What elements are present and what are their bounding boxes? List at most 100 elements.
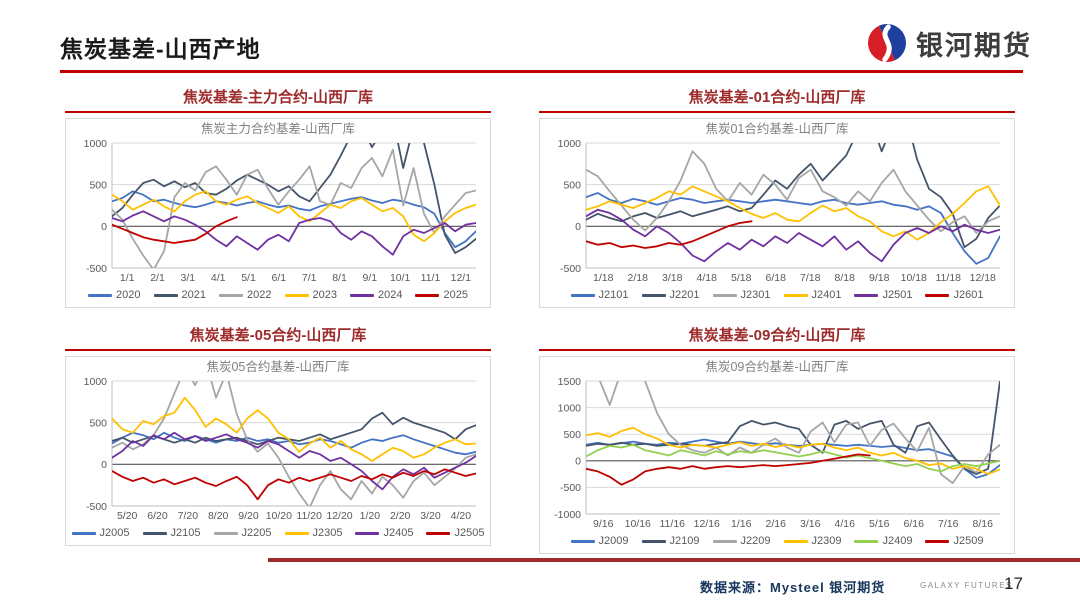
- x-tick-label: 2/1: [150, 272, 165, 284]
- legend-item-J2309: J2309: [783, 535, 842, 547]
- legend-swatch: [142, 531, 167, 535]
- legend-swatch: [712, 293, 737, 297]
- x-tick-label: 12/16: [694, 518, 720, 530]
- x-tick-label: 1/1: [120, 272, 135, 284]
- y-tick-label: -500: [560, 482, 581, 494]
- legend-swatch: [854, 293, 879, 297]
- x-tick-label: 1/16: [731, 518, 752, 530]
- galaxy-logo-icon: [868, 24, 906, 62]
- legend-label: J2309: [811, 535, 842, 547]
- y-tick-label: 500: [89, 179, 107, 191]
- legend-item-J2409: J2409: [854, 535, 912, 547]
- legend-label: 2020: [116, 289, 141, 301]
- legend-item-2020: 2020: [88, 289, 141, 301]
- series-line-2022: [112, 148, 476, 268]
- legend-swatch: [641, 539, 666, 543]
- chart-inner-title: 焦炭主力合约基差-山西厂库: [200, 122, 356, 136]
- x-tick-label: 10/18: [901, 272, 927, 284]
- y-tick-label: 0: [101, 221, 107, 233]
- x-tick-label: 2/16: [766, 518, 787, 530]
- legend-item-J2401: J2401: [783, 289, 841, 301]
- panel-title-underline: [65, 349, 491, 351]
- x-tick-label: 11/1: [421, 272, 441, 284]
- logo-text: 银河期货: [916, 30, 1032, 61]
- x-tick-label: 7/20: [178, 510, 199, 522]
- x-tick-label: 2/18: [628, 272, 649, 284]
- legend-item-J2101: J2101: [570, 289, 629, 301]
- x-tick-label: 2/20: [390, 510, 411, 522]
- y-tick-label: -500: [560, 263, 581, 275]
- legend-label: J2209: [740, 535, 771, 547]
- legend-item-J2301: J2301: [712, 289, 771, 301]
- legend-label: J2105: [170, 527, 201, 539]
- x-tick-label: 5/18: [731, 272, 752, 284]
- x-tick-label: 11/16: [660, 518, 686, 530]
- legend-swatch: [712, 539, 737, 543]
- legend-label: J2305: [312, 527, 343, 539]
- x-tick-label: 1/20: [360, 510, 381, 522]
- x-tick-label: 3/1: [181, 272, 196, 284]
- legend-swatch: [213, 531, 238, 535]
- line-chart-09-contract: 1500 1000 500 0 -500 -1000 9/16 10/16 11/16 12/16…: [554, 376, 1000, 530]
- panel-title: 焦炭基差-09合约-山西厂库: [688, 327, 866, 344]
- x-tick-label: 1/18: [593, 272, 614, 284]
- legend-item-2022: 2022: [219, 289, 272, 301]
- y-tick-label: 0: [575, 456, 581, 468]
- chart-legend: J2005 J2105 J2205 J2305 J2405 J2505: [70, 523, 486, 543]
- legend-label: 2024: [377, 289, 403, 301]
- legend-item-J2305: J2305: [284, 527, 343, 539]
- chart-box: 焦炭05合约基差-山西厂库 1000 500 0 -500 5/20 6/20 7/20 8/…: [65, 356, 491, 546]
- y-tick-label: -500: [86, 263, 107, 275]
- legend-swatch: [783, 293, 808, 297]
- series-line-J2209: [598, 381, 1000, 484]
- x-tick-label: 8/1: [332, 272, 347, 284]
- legend-item-J2601: J2601: [925, 289, 983, 301]
- x-tick-label: 8/16: [973, 518, 994, 530]
- chart-box: 焦炭主力合约基差-山西厂库 1000 500 0 -500 1/1 2/1 3/1 4/1 5/…: [65, 118, 491, 308]
- panel-title: 焦炭基差-01合约-山西厂库: [688, 89, 866, 106]
- x-tick-label: 6/16: [904, 518, 925, 530]
- legend-item-J2201: J2201: [641, 289, 700, 301]
- series-line-2021: [112, 143, 476, 254]
- legend-item-2023: 2023: [284, 289, 337, 301]
- x-tick-label: 4/18: [697, 272, 718, 284]
- x-tick-label: 10/1: [390, 272, 411, 284]
- series-line-J2505: [112, 468, 476, 501]
- x-tick-label: 11/20: [296, 510, 322, 522]
- legend-swatch: [641, 293, 666, 297]
- legend-item-J2009: J2009: [570, 535, 629, 547]
- chart-legend: J2009 J2109 J2209 J2309 J2409 J2509: [544, 531, 1010, 551]
- legend-item-J2405: J2405: [355, 527, 413, 539]
- x-tick-label: 8/18: [835, 272, 856, 284]
- page-number: 17: [1004, 574, 1023, 593]
- panel-title-underline: [539, 111, 1015, 113]
- legend-item-2024: 2024: [349, 289, 403, 301]
- panel-title-underline: [65, 111, 491, 113]
- chart-box: 焦炭09合约基差-山西厂库 1500 1000 500 0 -500 -1000 9/16 1…: [539, 356, 1015, 554]
- x-tick-label: 4/20: [451, 510, 472, 522]
- series-line-J2405: [112, 431, 476, 491]
- legend-item-J2509: J2509: [925, 535, 983, 547]
- series-line-J2509: [586, 453, 871, 486]
- series-line-J2305: [112, 396, 476, 462]
- series-line-J2109: [586, 381, 1000, 475]
- legend-item-J2501: J2501: [854, 289, 912, 301]
- chart-box: 焦炭01合约基差-山西厂库 1000 500 0 -500 1/18 2/18 3/18 4/…: [539, 118, 1015, 308]
- x-tick-label: 6/20: [147, 510, 168, 522]
- legend-item-J2105: J2105: [142, 527, 201, 539]
- x-tick-label: 5/1: [241, 272, 256, 284]
- series-line-J2501: [586, 208, 1000, 263]
- x-tick-label: 7/1: [302, 272, 317, 284]
- legend-swatch: [355, 531, 380, 535]
- logo: 银河期货: [866, 22, 1032, 64]
- x-tick-label: 5/16: [869, 518, 890, 530]
- legend-item-J2005: J2005: [71, 527, 130, 539]
- series-line-J2601: [586, 220, 753, 249]
- legend-swatch: [219, 293, 244, 297]
- x-tick-label: 9/1: [363, 272, 378, 284]
- line-chart-main-contract: 1000 500 0 -500 1/1 2/1 3/1 4/1 5/1 6/1 7/1 8/1 9/1 1…: [84, 138, 476, 284]
- legend-item-2021: 2021: [153, 289, 206, 301]
- x-tick-label: 10/16: [625, 518, 651, 530]
- legend-label: J2505: [454, 527, 485, 539]
- x-tick-label: 3/16: [800, 518, 821, 530]
